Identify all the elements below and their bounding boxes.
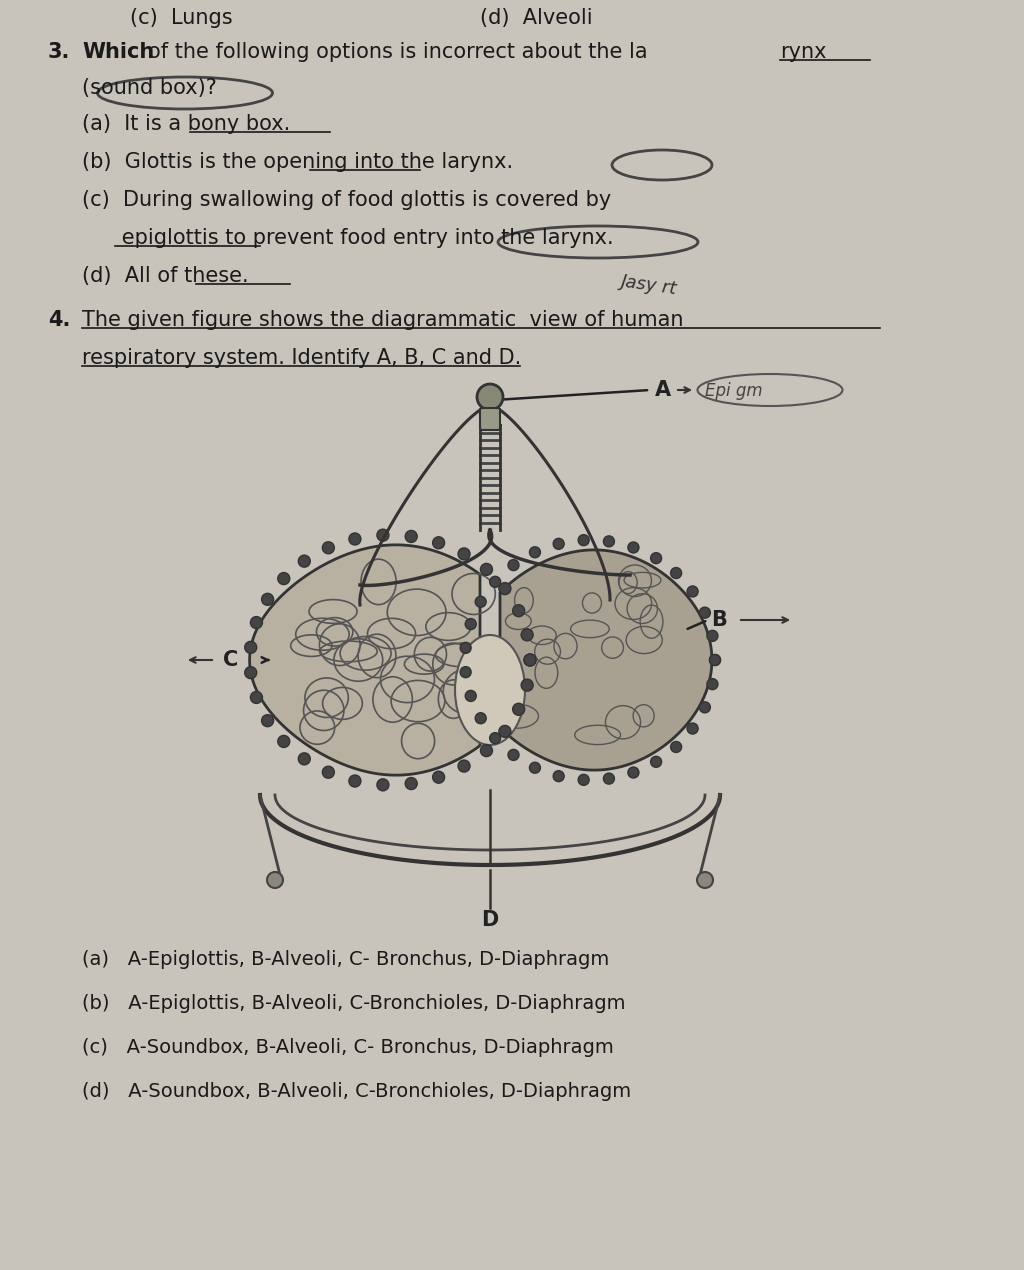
Circle shape <box>553 771 564 781</box>
Circle shape <box>475 596 486 607</box>
Circle shape <box>687 585 698 597</box>
Circle shape <box>477 384 503 410</box>
Circle shape <box>710 654 721 665</box>
Circle shape <box>489 733 501 744</box>
Circle shape <box>278 573 290 584</box>
Circle shape <box>458 759 470 772</box>
Text: (b)   A-Epiglottis, B-Alveoli, C-Bronchioles, D-Diaphragm: (b) A-Epiglottis, B-Alveoli, C-Bronchiol… <box>82 994 626 1013</box>
FancyBboxPatch shape <box>480 408 500 431</box>
Circle shape <box>298 753 310 765</box>
Circle shape <box>579 775 589 785</box>
Circle shape <box>579 535 589 546</box>
Text: Epi gm: Epi gm <box>705 382 763 400</box>
Text: respiratory system. Identify A, B, C and D.: respiratory system. Identify A, B, C and… <box>82 348 521 368</box>
Circle shape <box>529 762 541 773</box>
Circle shape <box>278 735 290 748</box>
Text: 3.: 3. <box>48 42 71 62</box>
Circle shape <box>377 779 389 791</box>
Circle shape <box>465 618 476 630</box>
Circle shape <box>671 568 682 579</box>
Circle shape <box>475 712 486 724</box>
Circle shape <box>710 654 721 665</box>
Text: rynx: rynx <box>780 42 826 62</box>
Circle shape <box>251 616 262 629</box>
Text: (b)  Glottis is the opening into the larynx.: (b) Glottis is the opening into the lary… <box>82 152 513 171</box>
Text: (d)  Alveoli: (d) Alveoli <box>480 8 593 28</box>
Circle shape <box>480 564 493 575</box>
Text: (c)   A-Soundbox, B-Alveoli, C- Bronchus, D-Diaphragm: (c) A-Soundbox, B-Alveoli, C- Bronchus, … <box>82 1038 613 1057</box>
Circle shape <box>671 742 682 753</box>
Text: of the following options is incorrect about the la: of the following options is incorrect ab… <box>148 42 647 62</box>
Text: B: B <box>711 610 727 630</box>
Circle shape <box>650 552 662 564</box>
Text: (a)  It is a bony box.: (a) It is a bony box. <box>82 114 290 135</box>
Circle shape <box>480 744 493 757</box>
Circle shape <box>529 547 541 558</box>
Circle shape <box>406 777 417 790</box>
Circle shape <box>553 538 564 550</box>
Circle shape <box>251 691 262 704</box>
Circle shape <box>432 537 444 549</box>
Ellipse shape <box>455 635 525 745</box>
Circle shape <box>603 773 614 784</box>
Text: Jasy rt: Jasy rt <box>620 272 678 297</box>
Polygon shape <box>500 550 712 770</box>
Circle shape <box>432 771 444 784</box>
Circle shape <box>460 643 471 653</box>
Circle shape <box>699 607 711 618</box>
Circle shape <box>245 641 257 653</box>
Text: (sound box)?: (sound box)? <box>82 77 217 98</box>
Circle shape <box>267 872 283 888</box>
Circle shape <box>489 577 501 587</box>
Text: (a)   A-Epiglottis, B-Alveoli, C- Bronchus, D-Diaphragm: (a) A-Epiglottis, B-Alveoli, C- Bronchus… <box>82 950 609 969</box>
Polygon shape <box>250 545 480 775</box>
Text: Which: Which <box>82 42 155 62</box>
Circle shape <box>499 725 511 738</box>
Text: A: A <box>655 380 671 400</box>
Circle shape <box>697 872 713 888</box>
Circle shape <box>349 533 360 545</box>
Text: The given figure shows the diagrammatic  view of human: The given figure shows the diagrammatic … <box>82 310 683 330</box>
Circle shape <box>524 654 536 665</box>
Circle shape <box>513 605 524 617</box>
Text: (c)  During swallowing of food glottis is covered by: (c) During swallowing of food glottis is… <box>82 190 611 210</box>
Circle shape <box>513 704 524 715</box>
Circle shape <box>603 536 614 547</box>
Circle shape <box>261 715 273 726</box>
Circle shape <box>524 654 536 665</box>
Circle shape <box>245 667 257 678</box>
Circle shape <box>465 691 476 701</box>
Text: 4.: 4. <box>48 310 71 330</box>
Circle shape <box>687 723 698 734</box>
Circle shape <box>521 629 534 641</box>
Circle shape <box>349 775 360 787</box>
Circle shape <box>707 630 718 641</box>
Circle shape <box>707 678 718 690</box>
Circle shape <box>460 667 471 678</box>
Circle shape <box>508 560 519 570</box>
Circle shape <box>458 547 470 560</box>
Circle shape <box>508 749 519 761</box>
Text: (d)   A-Soundbox, B-Alveoli, C-Bronchioles, D-Diaphragm: (d) A-Soundbox, B-Alveoli, C-Bronchioles… <box>82 1082 631 1101</box>
Circle shape <box>323 542 335 554</box>
Text: (d)  All of these.: (d) All of these. <box>82 265 249 286</box>
Circle shape <box>521 679 534 691</box>
Circle shape <box>298 555 310 568</box>
Text: (c)  Lungs: (c) Lungs <box>130 8 232 28</box>
Circle shape <box>323 766 335 779</box>
Circle shape <box>406 531 417 542</box>
Circle shape <box>650 757 662 767</box>
Circle shape <box>628 767 639 779</box>
Text: C: C <box>223 650 239 671</box>
Text: epiglottis to prevent food entry into the larynx.: epiglottis to prevent food entry into th… <box>82 229 613 248</box>
Circle shape <box>699 702 711 712</box>
Circle shape <box>628 542 639 552</box>
Circle shape <box>499 583 511 594</box>
Text: D: D <box>481 911 499 930</box>
Circle shape <box>377 530 389 541</box>
Circle shape <box>261 593 273 606</box>
